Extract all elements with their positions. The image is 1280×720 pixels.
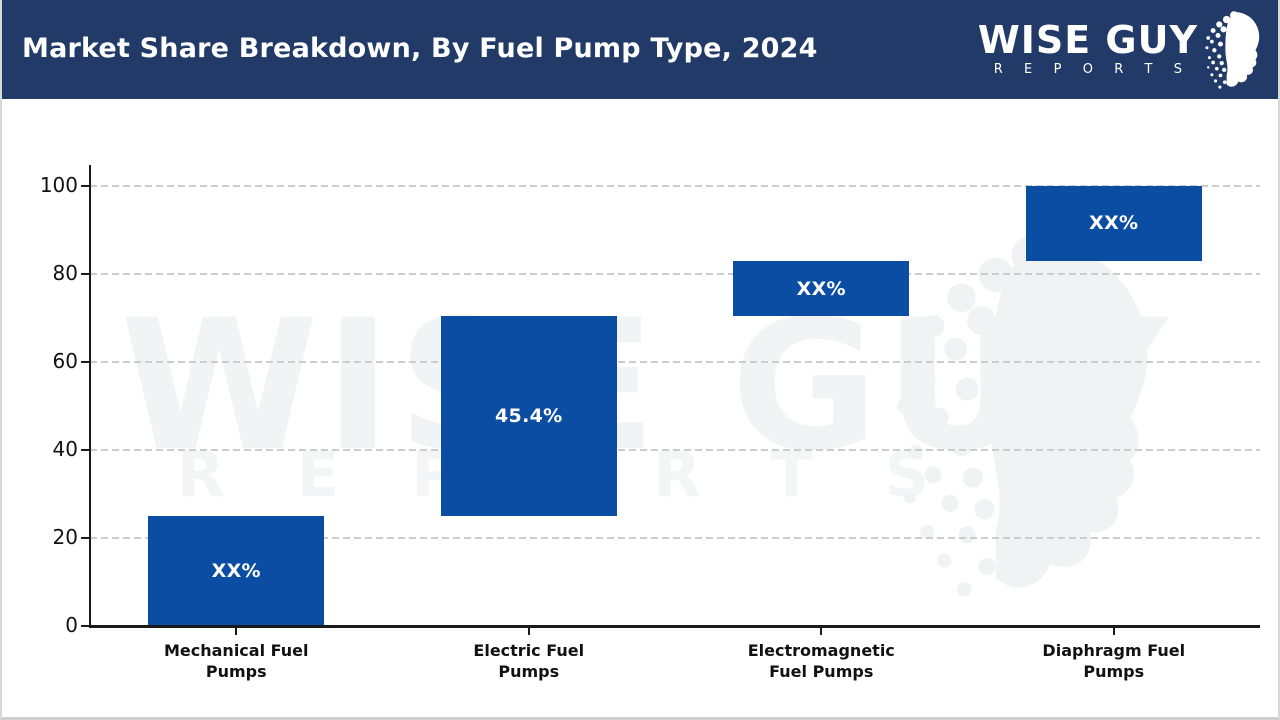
x-axis-line bbox=[89, 625, 1260, 628]
y-tick-mark bbox=[81, 273, 89, 275]
y-tick-label: 40 bbox=[52, 437, 78, 461]
wise-guy-reports-logo: WISE GUY R E P O R T S bbox=[978, 6, 1268, 92]
grid-line bbox=[90, 185, 1260, 187]
y-tick-mark bbox=[81, 537, 89, 539]
x-category-label: Electric Fuel Pumps bbox=[473, 641, 585, 682]
y-axis-line bbox=[89, 164, 91, 628]
x-tick-mark bbox=[1112, 628, 1115, 635]
y-tick-label: 80 bbox=[52, 261, 78, 285]
dotted-head-icon bbox=[1205, 11, 1260, 89]
grid-line bbox=[90, 449, 1260, 451]
y-tick-label: 0 bbox=[65, 613, 78, 637]
y-tick-mark bbox=[81, 625, 89, 627]
bar: XX% bbox=[1025, 186, 1202, 261]
x-category-label: Diaphragm Fuel Pumps bbox=[1042, 641, 1186, 682]
bar-value-label: XX% bbox=[796, 277, 846, 300]
grid-line bbox=[90, 273, 1260, 275]
y-tick-label: 60 bbox=[52, 349, 78, 373]
y-tick-mark bbox=[81, 361, 89, 363]
page-title: Market Share Breakdown, By Fuel Pump Typ… bbox=[22, 33, 818, 64]
watermark-head-icon bbox=[897, 236, 1148, 597]
logo-wordmark: WISE GUY bbox=[977, 18, 1198, 63]
bar-value-label: 45.4% bbox=[495, 405, 563, 428]
bar-value-label: XX% bbox=[1089, 212, 1139, 235]
grid-line bbox=[90, 537, 1260, 539]
bar: 45.4% bbox=[440, 316, 617, 516]
x-category-label: Electromagnetic Fuel Pumps bbox=[747, 641, 895, 682]
bar-value-label: XX% bbox=[211, 560, 261, 582]
x-tick-mark bbox=[527, 628, 530, 635]
bar: XX% bbox=[733, 260, 910, 317]
logo-text: WISE GUY R E P O R T S bbox=[977, 18, 1198, 77]
y-tick-mark bbox=[81, 185, 89, 187]
y-tick-label: 20 bbox=[52, 525, 78, 549]
x-tick-mark bbox=[235, 628, 238, 635]
header-band: Market Share Breakdown, By Fuel Pump Typ… bbox=[2, 0, 1278, 99]
y-tick-mark bbox=[81, 449, 89, 451]
grid-line bbox=[90, 361, 1260, 363]
bar: XX% bbox=[148, 516, 325, 626]
x-category-label: Mechanical Fuel Pumps bbox=[163, 641, 309, 682]
y-tick-label: 100 bbox=[39, 173, 78, 197]
logo-subtitle: R E P O R T S bbox=[993, 61, 1193, 77]
x-tick-mark bbox=[820, 628, 823, 635]
